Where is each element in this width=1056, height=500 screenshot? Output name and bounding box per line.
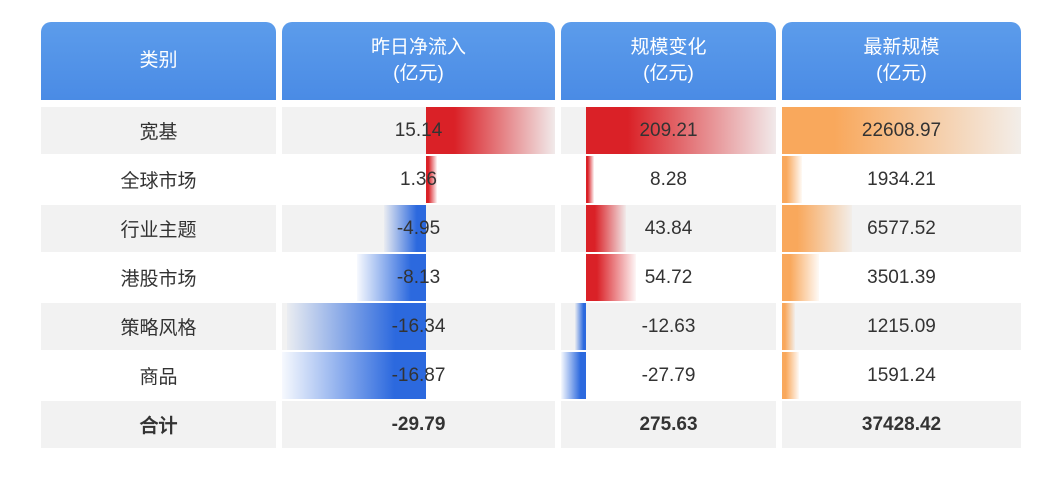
data-bar [425, 107, 555, 154]
data-bar [574, 303, 587, 350]
latest-scale-cell: 1591.24 [782, 352, 1021, 399]
cell-value: 1934.21 [867, 168, 936, 190]
cell-value: 1591.24 [867, 364, 936, 386]
scale-change-cell: 54.72 [561, 254, 776, 301]
cell-value: 37428.42 [861, 413, 942, 435]
cell-value: 209.21 [639, 119, 698, 141]
header-net-inflow-label: 昨日净流入 [370, 37, 466, 58]
table-row: 宽基 15.14 209.21 22608.97 [41, 107, 1021, 154]
category-cell: 全球市场 [41, 156, 276, 203]
data-bar [782, 107, 1021, 154]
cell-value: -16.34 [391, 315, 446, 337]
header-net-inflow-unit: (亿元) [393, 63, 444, 84]
latest-scale-cell: 22608.97 [782, 107, 1021, 154]
data-bar [356, 254, 426, 301]
category-cell: 宽基 [41, 107, 276, 154]
cell-value: 275.63 [639, 413, 698, 435]
net-inflow-cell: -16.34 [282, 303, 555, 350]
cell-value: -27.79 [641, 364, 696, 386]
net-inflow-cell: -16.87 [282, 352, 555, 399]
table-row: 商品 -16.87 -27.79 1591.24 [41, 352, 1021, 399]
data-bar [383, 205, 426, 252]
category-label: 策略风格 [120, 318, 197, 339]
net-inflow-cell: 1.36 [282, 156, 555, 203]
data-bar [586, 156, 594, 203]
header-scale-change: 规模变化 (亿元) [561, 22, 776, 100]
cell-value: -12.63 [641, 315, 696, 337]
cell-value: 8.28 [650, 168, 687, 190]
data-bar [586, 205, 626, 252]
latest-scale-cell: 6577.52 [782, 205, 1021, 252]
data-bar [561, 352, 587, 399]
table-body: 宽基 15.14 209.21 22608.97 全球市场 1.36 8.28 1934.21… [41, 107, 1021, 448]
cell-value: -8.13 [396, 266, 441, 288]
net-inflow-cell: -4.95 [282, 205, 555, 252]
table-row: 全球市场 1.36 8.28 1934.21 [41, 156, 1021, 203]
data-bar [286, 303, 426, 350]
category-cell: 策略风格 [41, 303, 276, 350]
header-net-inflow: 昨日净流入 (亿元) [282, 22, 555, 100]
fund-flow-table: 类别 昨日净流入 (亿元) 规模变化 (亿元) 最新规模 (亿元) 宽基 15.1… [41, 22, 1021, 450]
cell-value: 15.14 [394, 119, 443, 141]
category-label: 行业主题 [120, 220, 197, 241]
category-label: 全球市场 [120, 171, 197, 192]
cell-value: 6577.52 [867, 217, 936, 239]
category-cell: 港股市场 [41, 254, 276, 301]
net-inflow-cell: -29.79 [282, 401, 555, 448]
latest-scale-cell: 1934.21 [782, 156, 1021, 203]
data-bar [586, 254, 636, 301]
category-label: 宽基 [139, 122, 178, 143]
scale-change-cell: 209.21 [561, 107, 776, 154]
cell-value: -4.95 [396, 217, 441, 239]
header-scale-change-label: 规模变化 [630, 37, 707, 58]
header-latest-scale-label: 最新规模 [863, 37, 940, 58]
scale-change-cell: 275.63 [561, 401, 776, 448]
table-row-total: 合计 -29.79 275.63 37428.42 [41, 401, 1021, 448]
data-bar [782, 156, 803, 203]
scale-change-cell: 43.84 [561, 205, 776, 252]
data-bar [782, 254, 819, 301]
table-header: 类别 昨日净流入 (亿元) 规模变化 (亿元) 最新规模 (亿元) [41, 22, 1021, 100]
cell-value: -16.87 [391, 364, 446, 386]
category-label: 港股市场 [120, 269, 197, 290]
category-cell: 商品 [41, 352, 276, 399]
header-category: 类别 [41, 22, 276, 100]
latest-scale-cell: 37428.42 [782, 401, 1021, 448]
category-cell: 合计 [41, 401, 276, 448]
scale-change-cell: -27.79 [561, 352, 776, 399]
data-bar [425, 156, 438, 203]
header-latest-scale: 最新规模 (亿元) [782, 22, 1021, 100]
header-latest-scale-unit: (亿元) [876, 63, 927, 84]
table-row: 行业主题 -4.95 43.84 6577.52 [41, 205, 1021, 252]
category-label: 商品 [139, 367, 178, 388]
data-bar [282, 352, 426, 399]
cell-value: 3501.39 [867, 266, 936, 288]
cell-value: 1.36 [400, 168, 437, 190]
table-row: 港股市场 -8.13 54.72 3501.39 [41, 254, 1021, 301]
scale-change-cell: 8.28 [561, 156, 776, 203]
latest-scale-cell: 1215.09 [782, 303, 1021, 350]
cell-value: -29.79 [391, 413, 446, 435]
cell-value: 1215.09 [867, 315, 936, 337]
data-bar [782, 205, 852, 252]
category-label: 合计 [139, 416, 178, 437]
data-bar [586, 107, 776, 154]
data-bar [782, 303, 795, 350]
header-category-label: 类别 [139, 50, 178, 71]
cell-value: 54.72 [644, 266, 693, 288]
table-row: 策略风格 -16.34 -12.63 1215.09 [41, 303, 1021, 350]
data-bar [782, 352, 799, 399]
cell-value: 22608.97 [861, 119, 942, 141]
net-inflow-cell: 15.14 [282, 107, 555, 154]
header-scale-change-unit: (亿元) [643, 63, 694, 84]
latest-scale-cell: 3501.39 [782, 254, 1021, 301]
category-cell: 行业主题 [41, 205, 276, 252]
net-inflow-cell: -8.13 [282, 254, 555, 301]
scale-change-cell: -12.63 [561, 303, 776, 350]
cell-value: 43.84 [644, 217, 693, 239]
